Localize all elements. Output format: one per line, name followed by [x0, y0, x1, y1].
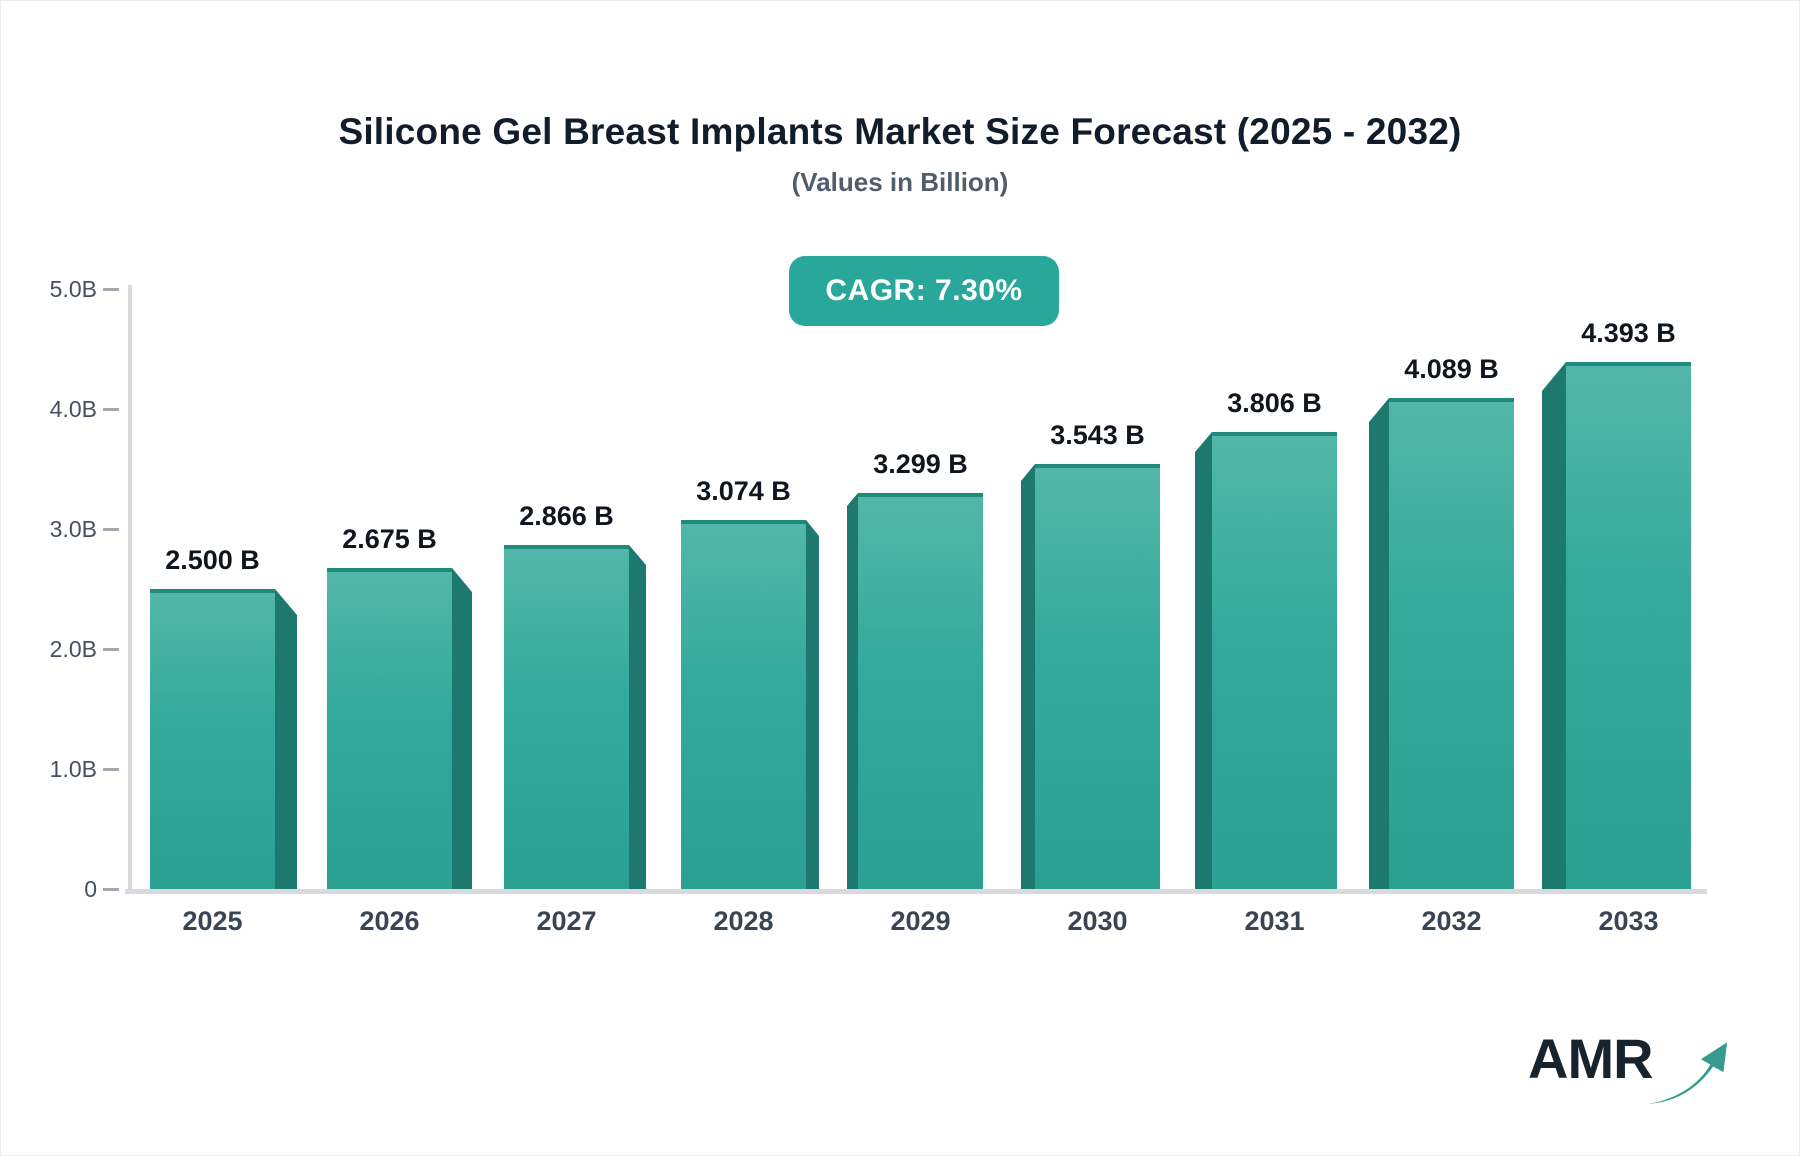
y-axis-tick-label: 5.0B — [49, 276, 97, 302]
x-axis-label-2032: 2032 — [1421, 906, 1482, 936]
x-axis-label-2027: 2027 — [536, 906, 597, 936]
bar-2031[interactable] — [1212, 432, 1337, 889]
y-axis-tick-label: 3.0B — [49, 516, 97, 542]
bar-side-2028 — [806, 520, 819, 889]
y-axis-tick-mark — [103, 288, 119, 291]
x-axis-label-2033: 2033 — [1598, 906, 1659, 936]
bar-side-2026 — [452, 568, 472, 889]
y-axis-tick-label: 2.0B — [49, 636, 97, 662]
x-axis-label-2031: 2031 — [1244, 906, 1305, 936]
bar-side-2029 — [847, 493, 858, 889]
bar-value-label-2033: 4.393 B — [1581, 318, 1676, 348]
bar-value-label-2029: 3.299 B — [873, 449, 968, 479]
bar-side-2025 — [275, 589, 297, 889]
amr-logo: AMR — [1528, 1031, 1729, 1113]
bar-2027[interactable] — [504, 545, 629, 889]
chart-title: Silicone Gel Breast Implants Market Size… — [338, 111, 1462, 152]
x-axis-label-2029: 2029 — [890, 906, 951, 936]
y-axis-tick-mark — [103, 408, 119, 411]
growth-arrow-icon — [1648, 1042, 1727, 1104]
x-axis-line — [125, 889, 1707, 894]
amr-logo-text: AMR — [1528, 1027, 1654, 1090]
bar-side-2027 — [629, 545, 646, 889]
x-axis-label-2030: 2030 — [1067, 906, 1128, 936]
bar-2025[interactable] — [150, 589, 275, 889]
y-axis-tick-label: 0 — [84, 876, 97, 902]
bar-2032[interactable] — [1389, 398, 1514, 889]
bar-2029[interactable] — [858, 493, 983, 889]
y-axis-tick-mark — [103, 888, 119, 891]
y-axis-tick-mark — [103, 528, 119, 531]
y-axis-tick-mark — [103, 648, 119, 651]
bar-value-label-2031: 3.806 B — [1227, 388, 1322, 418]
y-axis-line — [128, 285, 132, 891]
cagr-badge: CAGR: 7.30% — [789, 256, 1059, 326]
x-axis-label-2028: 2028 — [713, 906, 774, 936]
bar-value-label-2032: 4.089 B — [1404, 354, 1499, 384]
bar-2026[interactable] — [327, 568, 452, 889]
bar-value-label-2025: 2.500 B — [165, 545, 260, 575]
chart-subtitle: (Values in Billion) — [791, 167, 1009, 197]
bar-side-2033 — [1542, 362, 1566, 889]
bar-side-2030 — [1021, 464, 1035, 889]
bar-side-2032 — [1369, 398, 1389, 889]
cagr-badge-label: CAGR: 7.30% — [825, 274, 1023, 307]
bar-value-label-2027: 2.866 B — [519, 501, 614, 531]
y-axis-tick-mark — [103, 768, 119, 771]
x-axis-label-2026: 2026 — [359, 906, 420, 936]
bar-2028[interactable] — [681, 520, 806, 889]
bar-2033[interactable] — [1566, 362, 1691, 889]
bar-2030[interactable] — [1035, 464, 1160, 889]
bar-side-2031 — [1195, 432, 1212, 889]
y-axis-tick-label: 4.0B — [49, 396, 97, 422]
bar-value-label-2030: 3.543 B — [1050, 420, 1145, 450]
y-axis-tick-label: 1.0B — [49, 756, 97, 782]
bar-value-label-2028: 3.074 B — [696, 476, 791, 506]
bar-value-label-2026: 2.675 B — [342, 524, 437, 554]
x-axis-label-2025: 2025 — [182, 906, 243, 936]
